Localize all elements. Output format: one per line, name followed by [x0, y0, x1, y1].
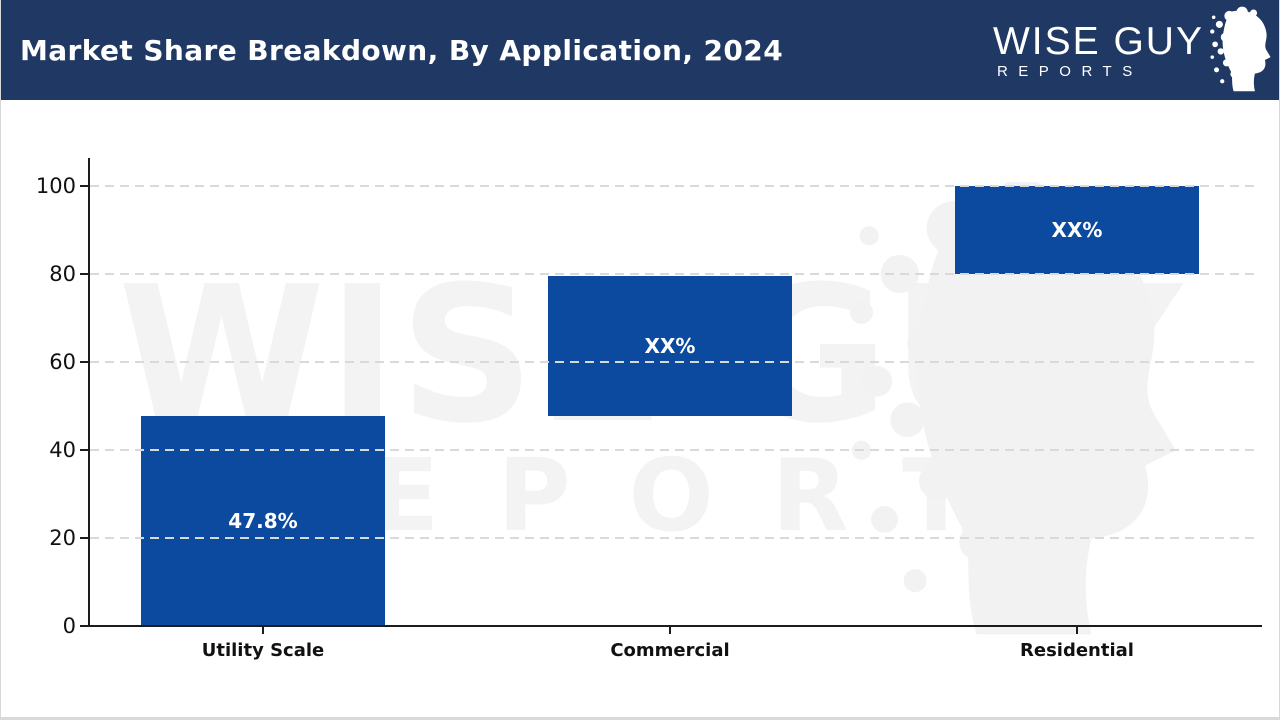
- page-title: Market Share Breakdown, By Application, …: [20, 33, 784, 67]
- y-tick-label-20: 20: [49, 526, 76, 550]
- x-tick-commercial: [669, 627, 671, 634]
- x-tick-residential: [1076, 627, 1078, 634]
- logo-wordmark: WISE GUY: [992, 19, 1204, 63]
- bar-value-label: 47.8%: [228, 508, 298, 533]
- brand-logo: WISE GUY REPORTS: [993, 0, 1272, 100]
- header: Market Share Breakdown, By Application, …: [0, 0, 1280, 100]
- bar-value-label: XX%: [1051, 218, 1103, 242]
- logo-text: WISE GUY REPORTS: [993, 22, 1204, 79]
- y-tick-label-40: 40: [49, 438, 76, 462]
- bar-value-label: XX%: [644, 333, 696, 358]
- y-tick-40: [80, 449, 88, 451]
- y-tick-0: [80, 625, 88, 627]
- y-tick-label-80: 80: [49, 262, 76, 286]
- gridline-y-100: [90, 185, 1260, 187]
- gridline-y-60: [90, 361, 1260, 363]
- bar-utility-scale: 47.8%: [141, 415, 385, 626]
- y-tick-label-0: 0: [62, 614, 76, 638]
- x-category-label-commercial: Commercial: [610, 640, 730, 661]
- x-tick-utility-scale: [262, 627, 264, 634]
- logo-subtitle: REPORTS: [996, 62, 1143, 80]
- y-axis: [88, 158, 90, 627]
- y-tick-60: [80, 361, 88, 363]
- gridline-y-80: [90, 273, 1260, 275]
- gridline-y-40: [90, 449, 1260, 451]
- y-tick-100: [80, 185, 88, 187]
- gridline-y-20: [90, 537, 1260, 539]
- y-tick-label-60: 60: [49, 350, 76, 374]
- bar-commercial: XX%: [548, 276, 792, 416]
- bar-residential: XX%: [955, 186, 1199, 274]
- x-category-label-utility-scale: Utility Scale: [201, 640, 325, 661]
- y-tick-20: [80, 537, 88, 539]
- x-category-label-residential: Residential: [1020, 640, 1134, 661]
- x-axis: [88, 625, 1262, 627]
- y-tick-label-100: 100: [35, 174, 76, 198]
- y-tick-80: [80, 273, 88, 275]
